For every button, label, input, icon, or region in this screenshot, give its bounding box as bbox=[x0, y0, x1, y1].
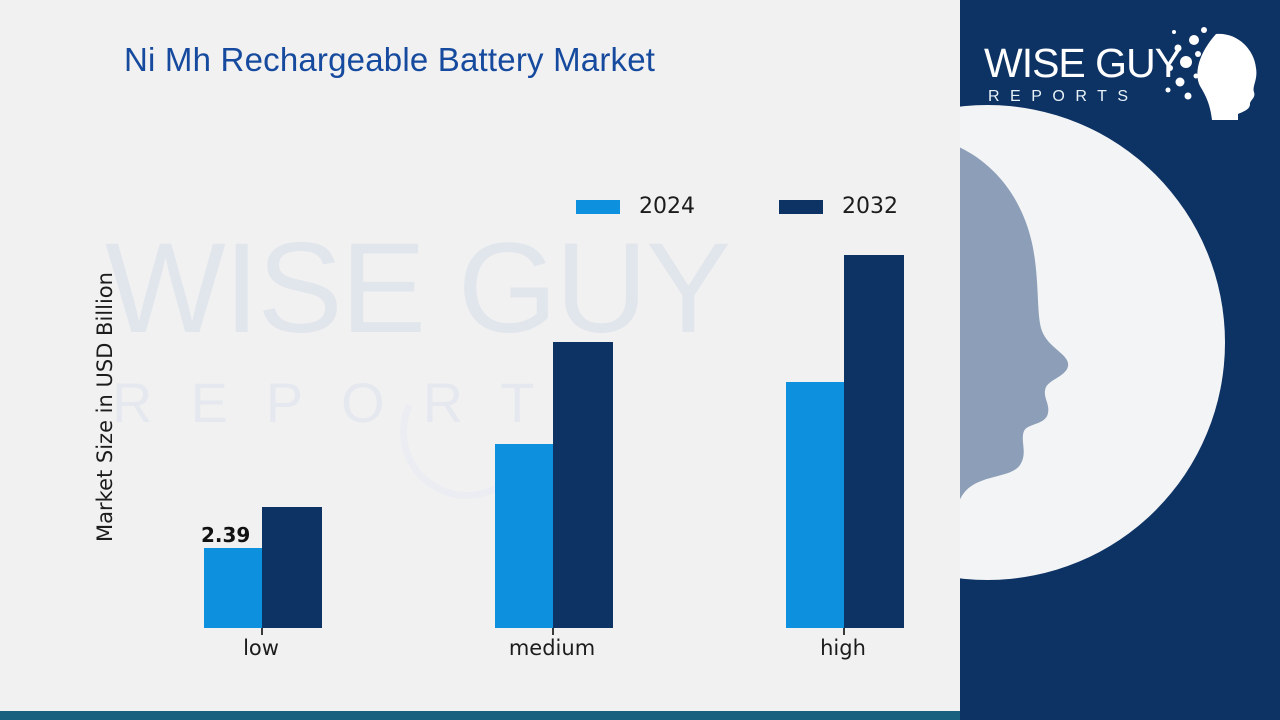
legend-swatch-2024 bbox=[576, 199, 620, 214]
legend-swatch-2032 bbox=[779, 199, 823, 214]
plot-area: 2.39 low medium high bbox=[201, 255, 904, 660]
axis-tick-low bbox=[261, 628, 263, 635]
axis-label-low: low bbox=[243, 636, 279, 660]
bottom-accent-bar bbox=[0, 711, 960, 720]
bar-medium-2032[interactable] bbox=[553, 342, 613, 628]
bar-low-2024[interactable] bbox=[204, 548, 262, 628]
axis-tick-medium bbox=[552, 628, 554, 635]
bar-high-2032[interactable] bbox=[844, 255, 904, 628]
brand-head-silhouette-icon bbox=[960, 147, 1069, 500]
logo-wordmark: WISE GUY bbox=[984, 40, 1182, 86]
legend-entry-2024[interactable]: 2024 bbox=[576, 194, 695, 219]
bar-label-low-2024: 2.39 bbox=[201, 523, 251, 547]
bar-high-2024[interactable] bbox=[786, 382, 844, 628]
legend-label-2032: 2032 bbox=[842, 194, 898, 219]
brand-panel: WISE GUY REPORTS bbox=[960, 0, 1280, 720]
brand-logo: WISE GUY REPORTS bbox=[982, 26, 1262, 120]
axis-label-medium: medium bbox=[508, 636, 596, 660]
logo-head-icon bbox=[1165, 27, 1257, 120]
legend-entry-2032[interactable]: 2032 bbox=[779, 194, 898, 219]
chart-legend: 2024 2032 bbox=[576, 194, 898, 219]
logo-subtext: REPORTS bbox=[988, 88, 1139, 105]
axis-label-high: high bbox=[820, 636, 866, 660]
bar-low-2032[interactable] bbox=[262, 507, 322, 628]
axis-tick-high bbox=[843, 628, 845, 635]
legend-label-2024: 2024 bbox=[639, 194, 695, 219]
brand-dot-pattern-icon bbox=[960, 155, 1060, 555]
bar-medium-2024[interactable] bbox=[495, 444, 553, 628]
chart-panel: WISE GUY REPORTS Ni Mh Rechargeable Batt… bbox=[0, 41, 960, 720]
chart-title: Ni Mh Rechargeable Battery Market bbox=[124, 41, 656, 78]
